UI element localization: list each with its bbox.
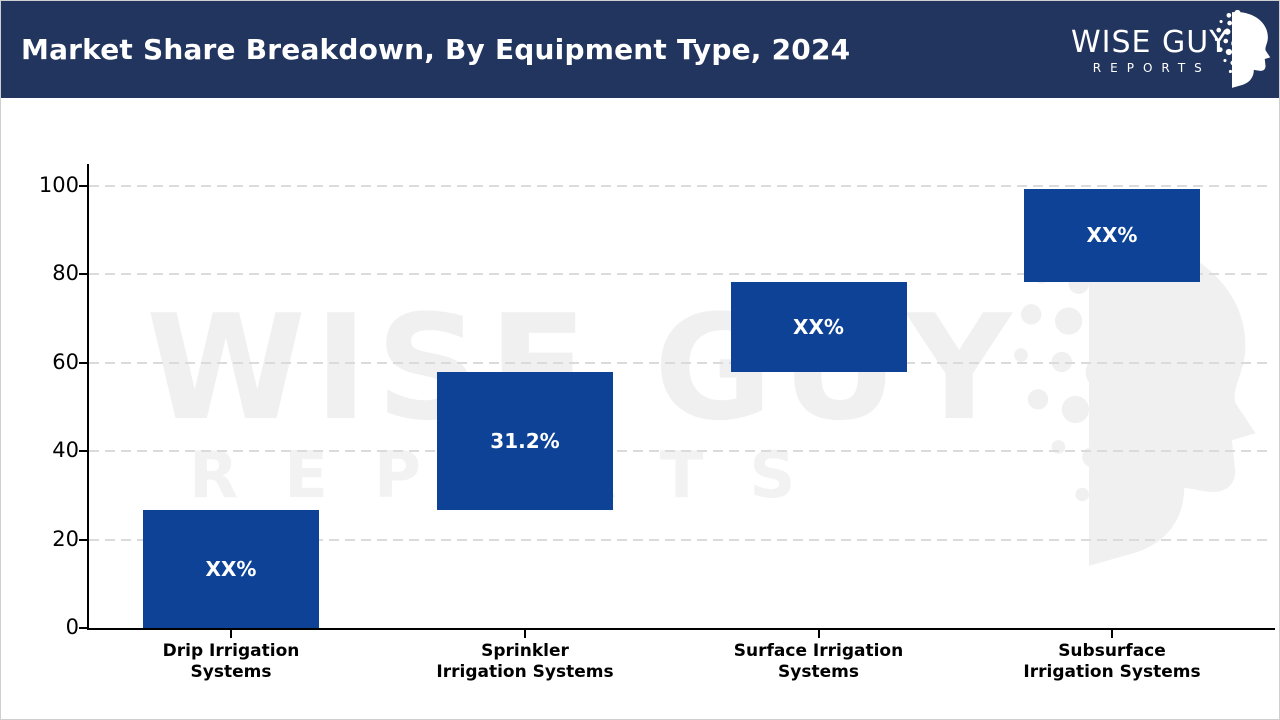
x-axis-line: [87, 628, 1275, 630]
gridline: [89, 185, 1273, 187]
bar: XX%: [143, 509, 319, 628]
x-tick-mark: [524, 630, 526, 638]
bar: XX%: [730, 282, 907, 372]
y-tick-label: 0: [65, 615, 79, 640]
bar-value-label: XX%: [793, 314, 844, 339]
y-tick-mark: [79, 538, 87, 541]
y-tick-mark: [79, 361, 87, 364]
y-tick-mark: [79, 627, 87, 629]
header-bar: Market Share Breakdown, By Equipment Typ…: [1, 1, 1279, 98]
y-tick-label: 100: [38, 173, 79, 198]
bar: XX%: [1024, 188, 1200, 283]
gridline: [89, 538, 1273, 541]
logo-head-icon: [1214, 9, 1271, 88]
bar-value-label: XX%: [1086, 223, 1138, 248]
bar-value-label: 31.2%: [490, 428, 560, 453]
page-title: Market Share Breakdown, By Equipment Typ…: [21, 33, 851, 66]
y-tick-label: 60: [52, 349, 79, 374]
logo-wordmark: WISE GUY: [1071, 25, 1229, 60]
x-category-label: Sprinkler Irrigation Systems: [436, 641, 614, 682]
x-category-label: Drip Irrigation Systems: [162, 641, 300, 682]
logo-subtitle: REPORTS: [1092, 61, 1211, 75]
bar-value-label: XX%: [205, 556, 257, 581]
logo-text: WISE GUY REPORTS: [1071, 25, 1229, 75]
y-tick-mark: [79, 273, 87, 276]
gridline: [89, 273, 1273, 276]
x-category-label: Subsurface Irrigation Systems: [1023, 641, 1201, 682]
x-tick-mark: [1111, 630, 1113, 638]
y-tick-label: 40: [52, 438, 79, 463]
y-tick-label: 80: [52, 261, 79, 286]
gridline: [89, 450, 1273, 453]
x-tick-mark: [817, 630, 820, 638]
y-tick-mark: [79, 185, 87, 187]
bar: 31.2%: [437, 371, 613, 510]
y-axis-line: [87, 164, 89, 630]
logo: WISE GUY REPORTS: [1033, 7, 1273, 93]
gridline: [89, 361, 1273, 364]
x-category-label: Surface Irrigation Systems: [733, 641, 904, 682]
y-tick-label: 20: [52, 526, 79, 551]
y-tick-mark: [79, 450, 87, 453]
x-tick-mark: [230, 630, 232, 638]
